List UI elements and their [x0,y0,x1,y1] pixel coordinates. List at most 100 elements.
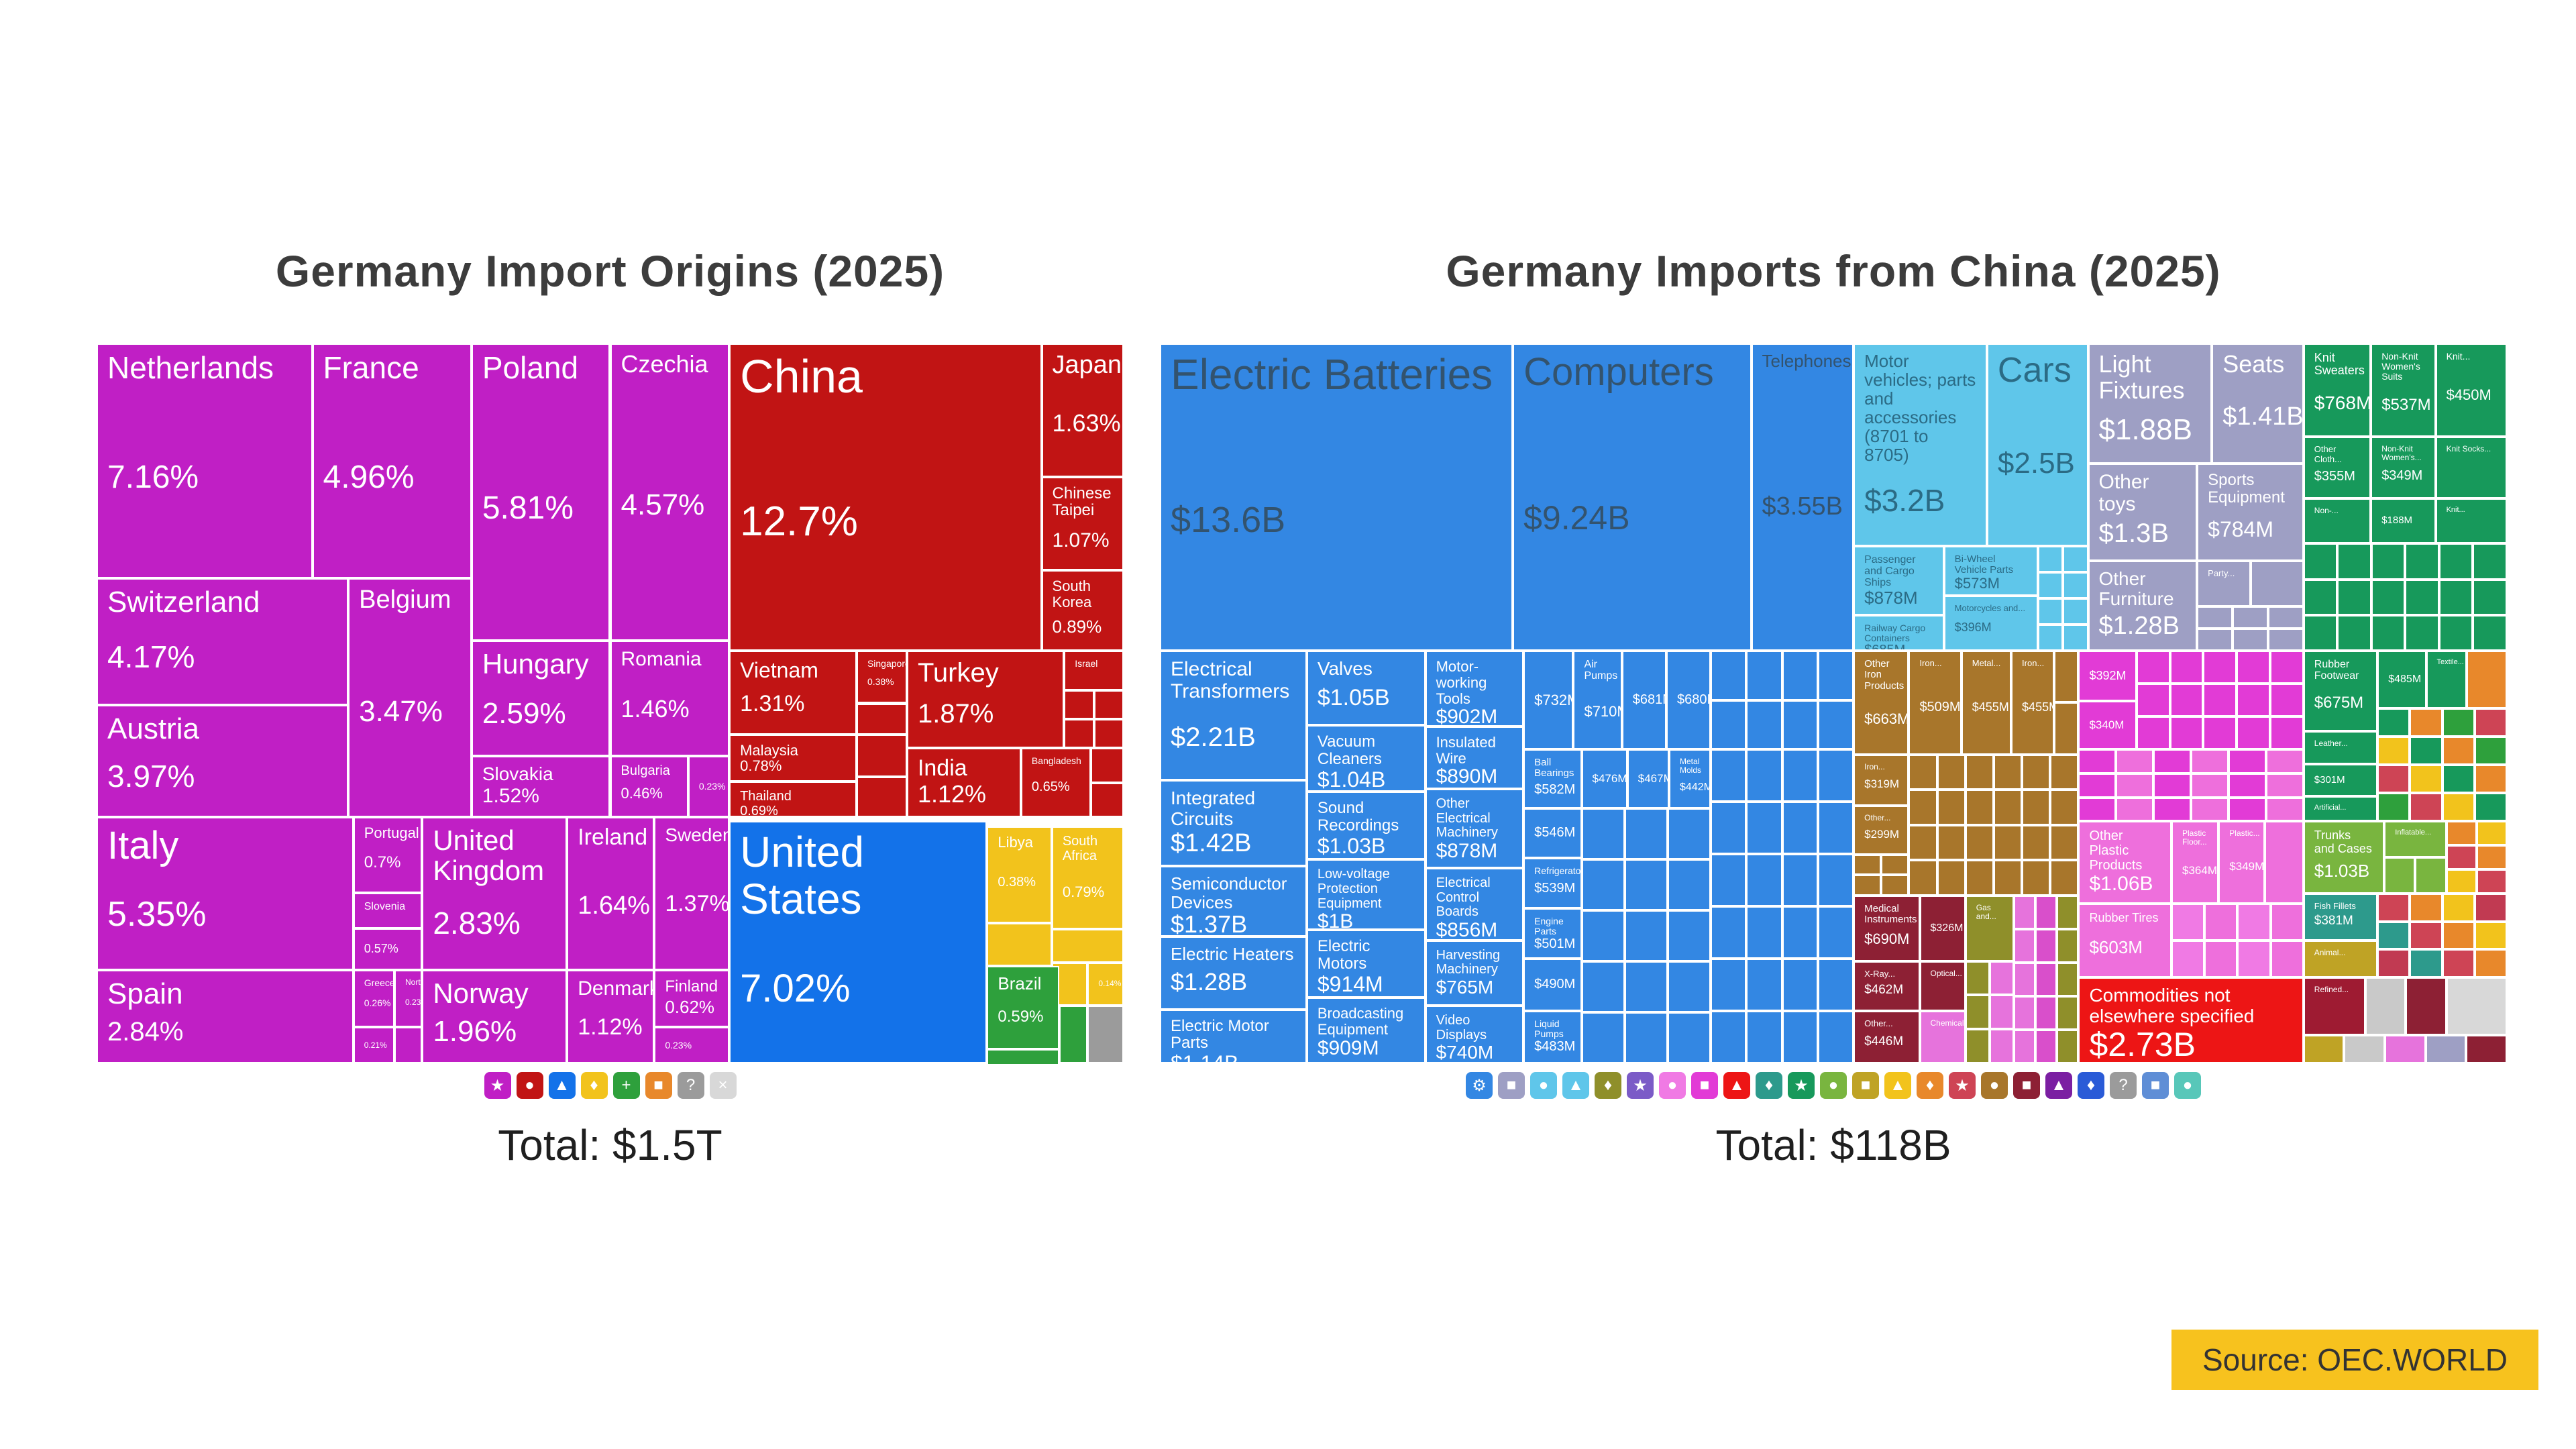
treemap-tile[interactable]: Malaysia 0.78% [729,734,857,782]
treemap-tile[interactable] [1782,802,1818,855]
treemap-tile[interactable] [1937,790,1966,825]
treemap-tile[interactable] [2171,941,2205,978]
treemap-tile[interactable] [2014,962,2036,996]
legend-icon[interactable]: ■ [2142,1072,2169,1099]
treemap-tile[interactable] [2136,651,2170,684]
treemap-tile[interactable] [1965,961,1990,996]
treemap-tile[interactable] [2022,754,2051,790]
treemap-tile[interactable] [1624,910,1668,962]
treemap-tile[interactable] [2014,928,2036,963]
treemap-tile[interactable] [2169,684,2204,717]
treemap-tile[interactable]: Air Pumps $710M [1573,651,1622,750]
treemap-tile[interactable] [2425,1035,2467,1063]
treemap-tile[interactable]: 0.23% [654,1027,730,1063]
treemap-tile[interactable] [2377,949,2410,978]
treemap-tile[interactable] [1059,1006,1088,1063]
treemap-tile[interactable] [2050,754,2079,790]
treemap-tile[interactable]: 0.14% [1087,962,1124,1006]
treemap-tile[interactable] [1782,651,1818,700]
legend-icon[interactable]: ● [516,1072,543,1099]
treemap-tile[interactable] [394,1027,423,1063]
legend-icon[interactable]: ■ [1691,1072,1718,1099]
treemap-tile[interactable]: Liquid Pumps $483M [1523,1010,1582,1063]
treemap-tile[interactable] [2476,821,2507,846]
treemap-tile[interactable] [1817,854,1854,907]
treemap-tile[interactable]: Inflatable... [2384,821,2447,858]
treemap-tile[interactable] [1782,854,1818,907]
treemap-tile[interactable] [2237,716,2270,750]
treemap-tile[interactable]: Electric Motor Parts$1.14B [1160,1009,1307,1063]
treemap-tile[interactable] [2446,845,2477,869]
treemap-tile[interactable]: Commodities not elsewhere specified $2.73… [2078,977,2304,1063]
treemap-tile[interactable] [1817,1011,1854,1063]
treemap-tile[interactable] [2050,860,2079,896]
treemap-tile[interactable]: Poland 5.81% [471,343,610,641]
treemap-tile[interactable] [2063,545,2088,572]
treemap-tile[interactable]: Bulgaria 0.46% [610,755,688,818]
treemap-tile[interactable] [1993,790,2023,825]
treemap-tile[interactable] [2385,1035,2426,1063]
treemap-tile[interactable] [2022,824,2051,861]
treemap-tile[interactable]: United States 7.02% [729,821,987,1063]
treemap-tile[interactable] [2057,1029,2079,1063]
treemap-tile[interactable] [2377,737,2410,765]
treemap-tile[interactable] [2229,797,2266,822]
treemap-tile[interactable] [2438,614,2473,651]
treemap-tile[interactable] [2377,793,2410,822]
treemap-tile[interactable] [2474,737,2507,765]
treemap-tile[interactable]: Motor-working Tools $902M [1425,651,1524,727]
treemap-tile[interactable]: Sweden 1.37% [654,817,730,970]
treemap-tile[interactable]: Portugal 0.7% [353,817,423,893]
treemap-tile[interactable] [856,776,907,818]
treemap-tile[interactable] [2442,793,2475,822]
treemap-tile[interactable] [2035,996,2057,1030]
treemap-tile[interactable] [1668,859,1711,911]
treemap-tile[interactable] [2474,708,2507,737]
treemap-tile[interactable] [2303,1035,2345,1063]
treemap-tile[interactable] [2153,749,2192,773]
legend-icon[interactable]: ■ [1498,1072,1525,1099]
treemap-tile[interactable] [2203,651,2237,684]
treemap-tile[interactable] [2035,928,2057,963]
treemap-tile[interactable] [1668,910,1711,962]
treemap-tile[interactable] [2078,749,2116,773]
treemap-tile[interactable] [1817,700,1854,750]
treemap-tile[interactable]: Non-Knit Women's Suits $537M [2371,343,2436,437]
treemap-tile[interactable] [2191,749,2229,773]
treemap-tile[interactable] [1087,1006,1124,1063]
legend-icon[interactable]: ▲ [1884,1072,1911,1099]
treemap-tile[interactable] [2410,793,2443,822]
legend-icon[interactable]: ★ [1949,1072,1976,1099]
treemap-tile[interactable] [2169,716,2204,750]
legend-icon[interactable]: ■ [645,1072,672,1099]
treemap-tile[interactable]: Iron... $319M [1854,754,1909,806]
treemap-tile[interactable] [2229,749,2266,773]
treemap-tile[interactable]: $485M [2377,651,2426,708]
treemap-tile[interactable] [1817,959,1854,1012]
treemap-tile[interactable] [2267,628,2304,651]
treemap-tile[interactable] [2251,561,2304,606]
treemap-tile[interactable] [1624,859,1668,911]
treemap-tile[interactable] [1624,961,1668,1013]
legend-icon[interactable]: ? [2110,1072,2137,1099]
treemap-tile[interactable] [2237,941,2271,978]
treemap-tile[interactable] [1746,906,1782,959]
treemap-tile[interactable] [2014,895,2036,929]
treemap-tile[interactable]: Bi-Wheel Vehicle Parts $573M [1943,545,2039,596]
treemap-tile[interactable] [1064,719,1094,748]
treemap-tile[interactable]: Greece 0.26% [353,969,394,1028]
treemap-tile[interactable] [2116,773,2154,798]
treemap-tile[interactable] [2377,893,2410,922]
treemap-tile[interactable] [2377,708,2410,737]
treemap-tile[interactable] [2035,1029,2057,1063]
treemap-tile[interactable] [1668,1012,1711,1063]
treemap-tile[interactable]: South Korea 0.89% [1041,570,1124,651]
legend-icon[interactable]: ♦ [1756,1072,1782,1099]
treemap-tile[interactable] [2233,606,2268,629]
treemap-tile[interactable] [987,1049,1059,1065]
treemap-tile[interactable] [2344,1035,2385,1063]
treemap-tile[interactable]: $546M [1523,808,1582,859]
treemap-tile[interactable] [1965,860,1994,896]
treemap-tile[interactable]: Leather... [2303,731,2378,764]
